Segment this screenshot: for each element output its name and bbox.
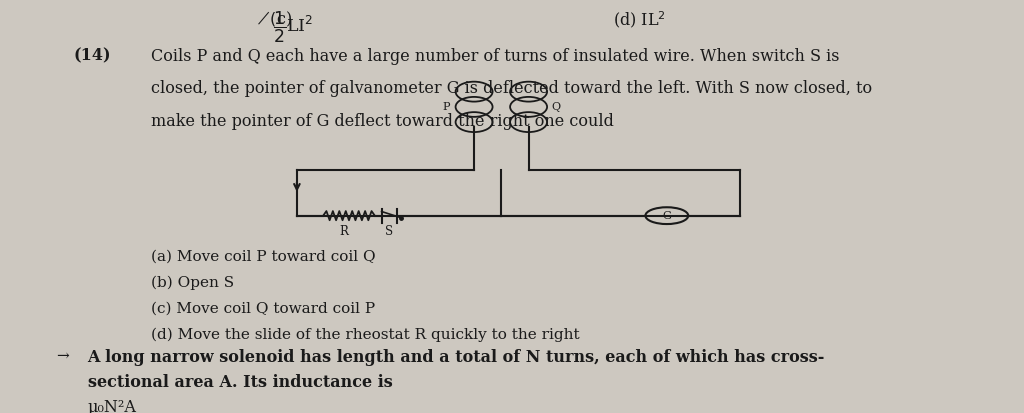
Text: G: G xyxy=(663,211,672,221)
Text: Q: Q xyxy=(552,102,561,112)
Text: P: P xyxy=(442,102,451,112)
Text: A long narrow solenoid has length and a total of N turns, each of which has cros: A long narrow solenoid has length and a … xyxy=(88,349,825,366)
Text: $\dfrac{1}{2}$LI$^2$: $\dfrac{1}{2}$LI$^2$ xyxy=(272,9,313,45)
Text: (b) Open S: (b) Open S xyxy=(151,276,234,290)
Text: →: → xyxy=(56,349,70,363)
Text: (d) IL$^2$: (d) IL$^2$ xyxy=(613,9,667,31)
Text: sectional area A. Its inductance is: sectional area A. Its inductance is xyxy=(88,374,392,391)
Text: (c) Move coil Q toward coil P: (c) Move coil Q toward coil P xyxy=(151,302,375,316)
Text: μ₀N²A: μ₀N²A xyxy=(88,399,136,413)
Text: (14): (14) xyxy=(73,48,111,65)
Text: $\not{(}$c): $\not{(}$c) xyxy=(258,9,292,29)
Text: S: S xyxy=(385,225,393,238)
Text: (a) Move coil P toward coil Q: (a) Move coil P toward coil Q xyxy=(151,250,376,264)
Text: R: R xyxy=(340,225,348,238)
Text: closed, the pointer of galvanometer G is deflected toward the left. With S now c: closed, the pointer of galvanometer G is… xyxy=(151,80,872,97)
Text: (d) Move the slide of the rheostat R quickly to the right: (d) Move the slide of the rheostat R qui… xyxy=(151,328,580,342)
Text: Coils P and Q each have a large number of turns of insulated wire. When switch S: Coils P and Q each have a large number o… xyxy=(151,48,840,65)
Text: make the pointer of G deflect toward the right one could: make the pointer of G deflect toward the… xyxy=(151,113,613,130)
